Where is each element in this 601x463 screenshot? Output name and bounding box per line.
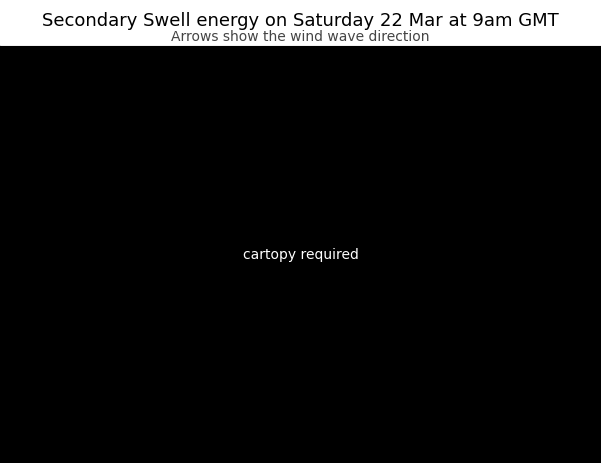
- Text: Arrows show the wind wave direction: Arrows show the wind wave direction: [171, 30, 430, 44]
- Text: Secondary Swell energy on Saturday 22 Mar at 9am GMT: Secondary Swell energy on Saturday 22 Ma…: [42, 12, 559, 30]
- Text: cartopy required: cartopy required: [243, 248, 358, 262]
